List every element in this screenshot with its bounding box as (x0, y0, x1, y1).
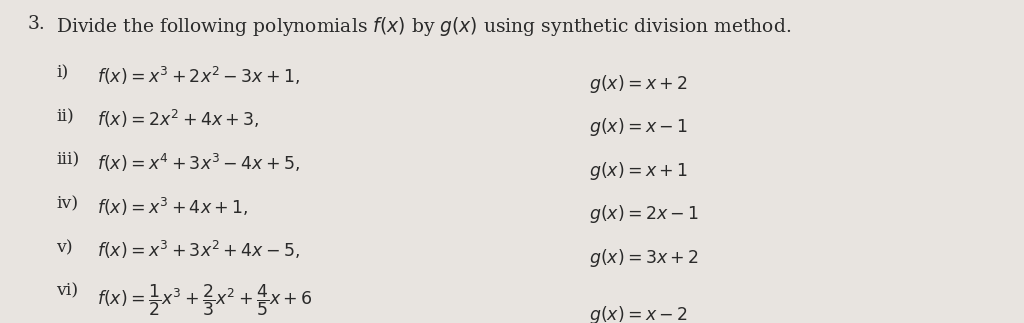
Text: $g(x) = x + 1$: $g(x) = x + 1$ (589, 160, 688, 182)
Text: i): i) (56, 65, 69, 82)
Text: $g(x) = x + 2$: $g(x) = x + 2$ (589, 73, 688, 95)
Text: iv): iv) (56, 195, 79, 213)
Text: Divide the following polynomials $f(x)$ by $g(x)$ using synthetic division metho: Divide the following polynomials $f(x)$ … (56, 15, 792, 37)
Text: $g(x) = x - 2$: $g(x) = x - 2$ (589, 304, 688, 323)
Text: $f(x) = x^3 + 4x + 1,$: $f(x) = x^3 + 4x + 1,$ (97, 195, 249, 217)
Text: ii): ii) (56, 108, 74, 125)
Text: v): v) (56, 239, 73, 256)
Text: $f(x) = x^4 + 3x^3 - 4x + 5,$: $f(x) = x^4 + 3x^3 - 4x + 5,$ (97, 152, 300, 174)
Text: 3.: 3. (28, 15, 45, 33)
Text: vi): vi) (56, 283, 79, 300)
Text: $f(x) = \dfrac{1}{2}x^3 + \dfrac{2}{3}x^2 + \dfrac{4}{5}x + 6$: $f(x) = \dfrac{1}{2}x^3 + \dfrac{2}{3}x^… (97, 283, 313, 318)
Text: $g(x) = 3x + 2$: $g(x) = 3x + 2$ (589, 247, 699, 269)
Text: $f(x) = x^3 + 3x^2 + 4x - 5,$: $f(x) = x^3 + 3x^2 + 4x - 5,$ (97, 239, 300, 261)
Text: iii): iii) (56, 152, 80, 169)
Text: $f(x) = 2x^2 + 4x + 3,$: $f(x) = 2x^2 + 4x + 3,$ (97, 108, 260, 130)
Text: $g(x) = x - 1$: $g(x) = x - 1$ (589, 116, 688, 138)
Text: $g(x) = 2x - 1$: $g(x) = 2x - 1$ (589, 203, 699, 225)
Text: $f(x) = x^3 + 2x^2 - 3x + 1,$: $f(x) = x^3 + 2x^2 - 3x + 1,$ (97, 65, 300, 87)
